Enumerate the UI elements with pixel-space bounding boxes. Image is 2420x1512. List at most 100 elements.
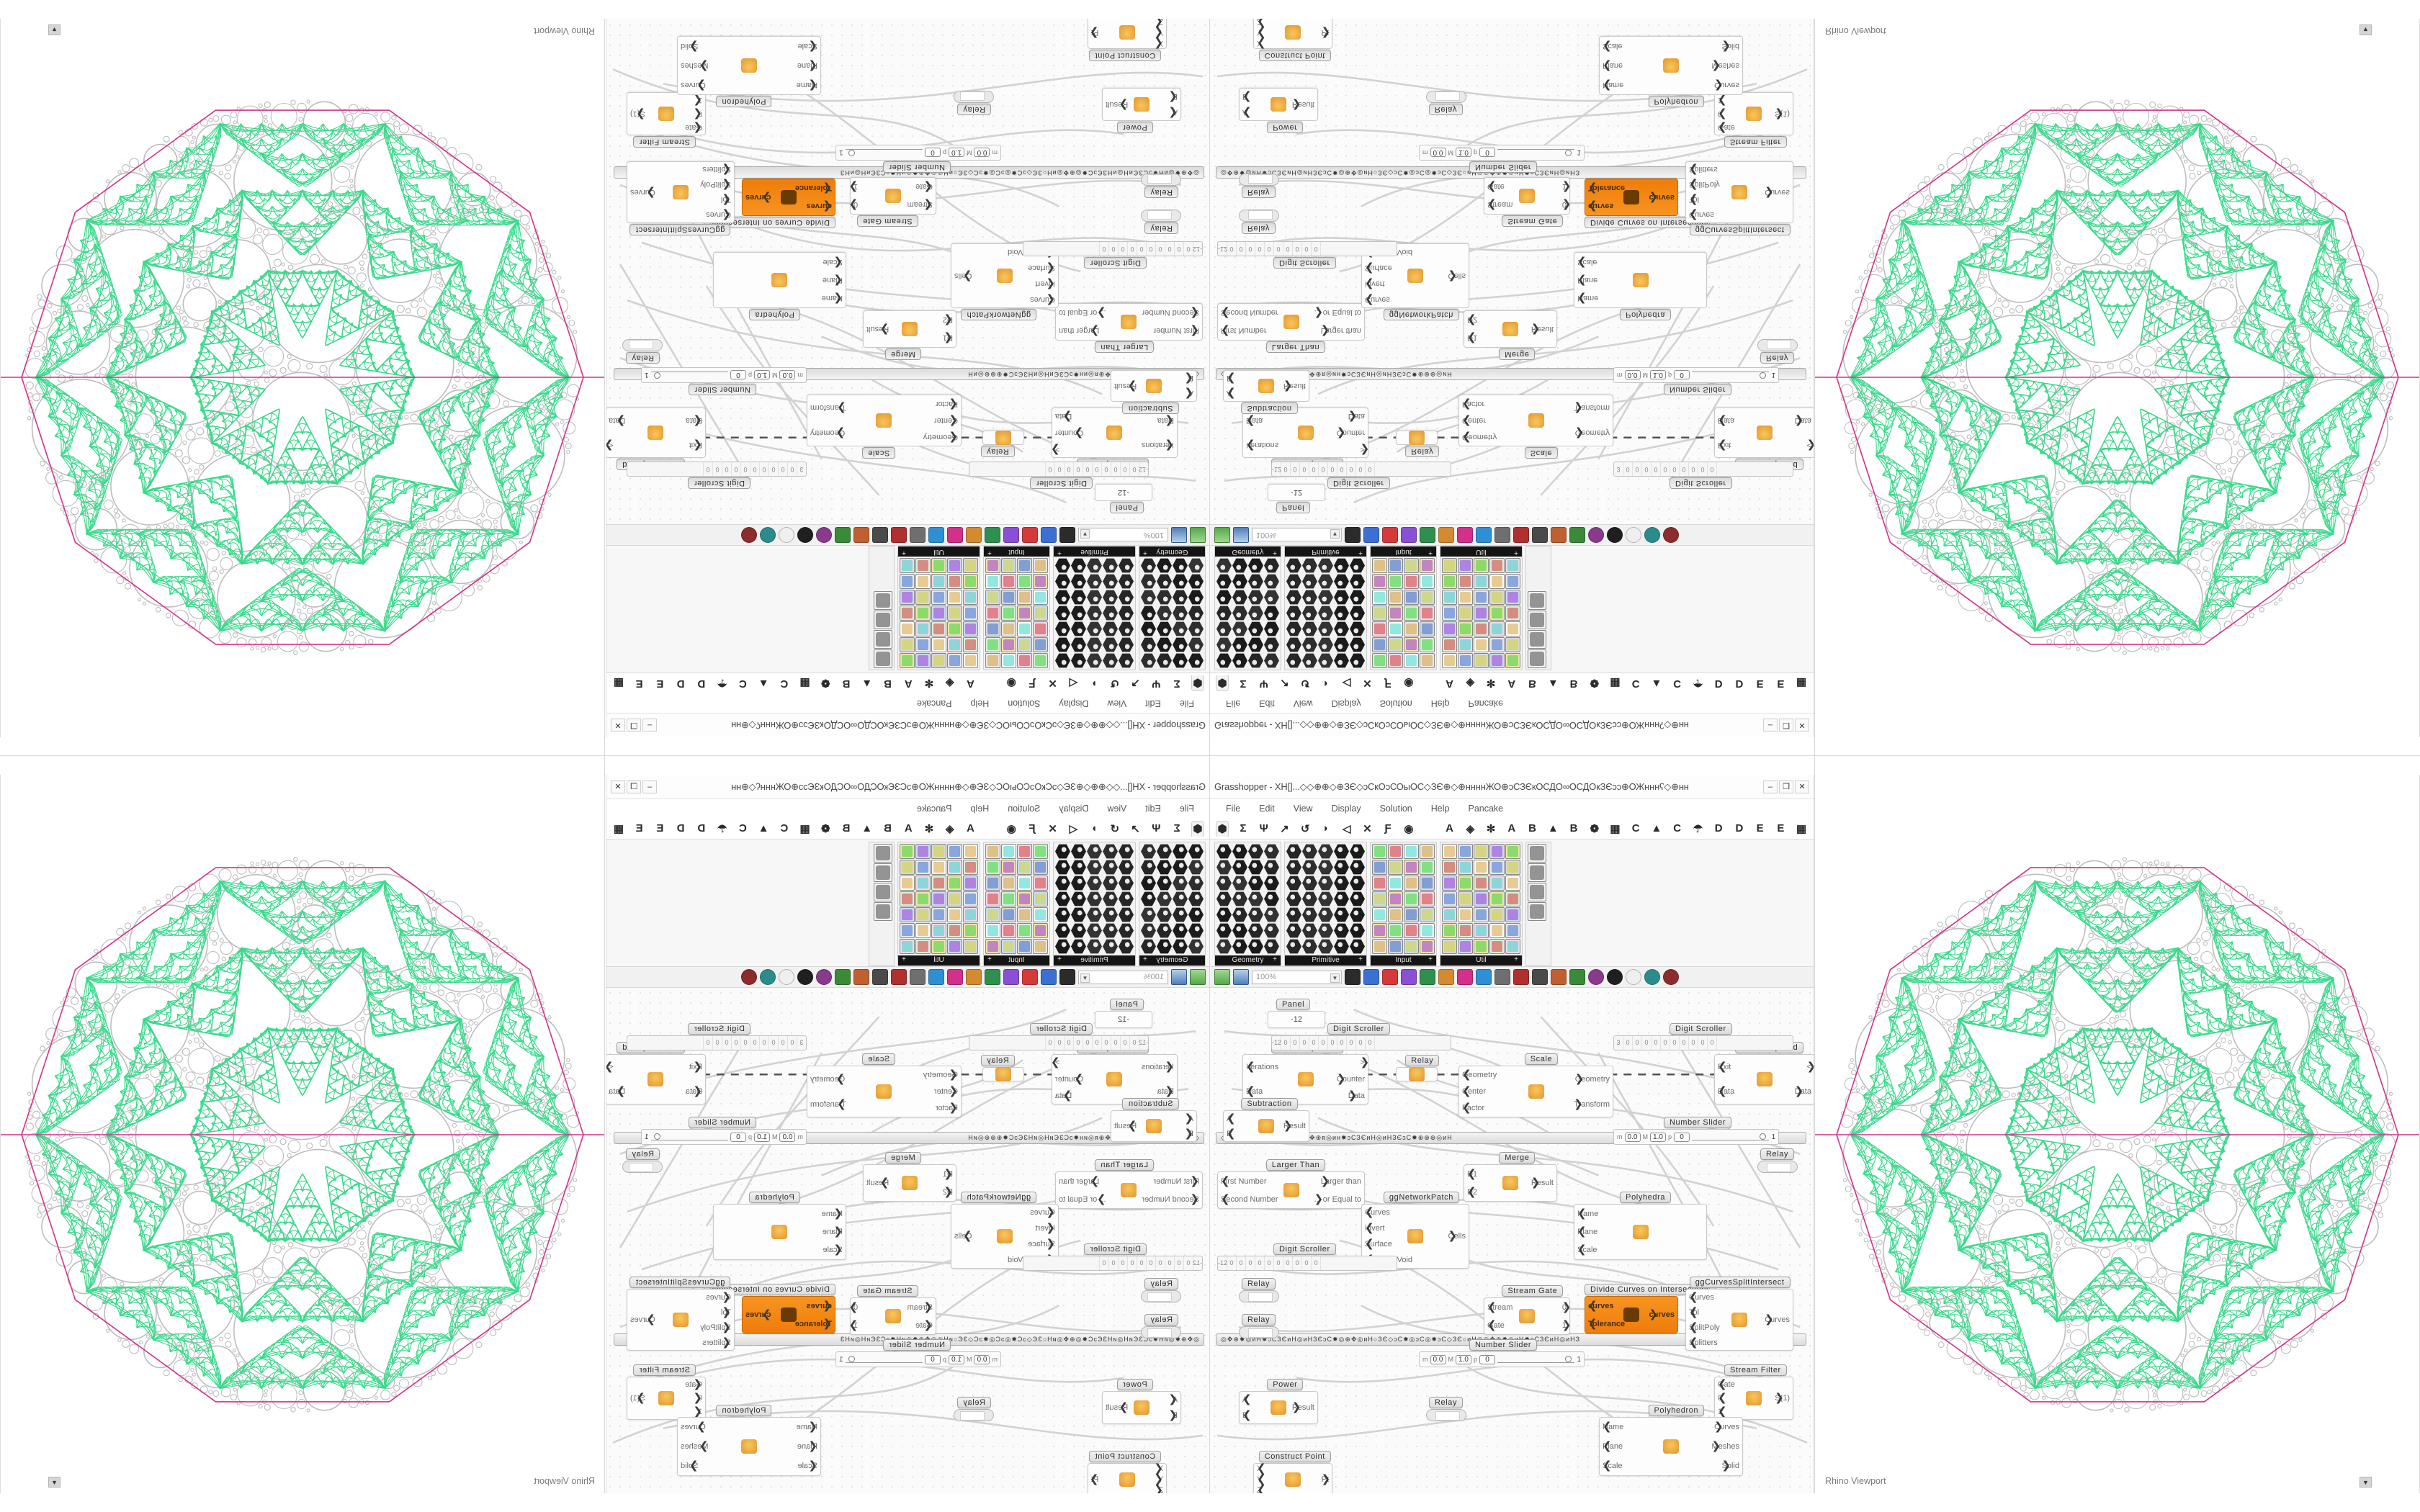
palette-item[interactable] (1286, 574, 1301, 589)
close-button[interactable]: ✕ (611, 719, 625, 732)
ribbon-tab-25[interactable]: E (656, 678, 664, 690)
palette-item[interactable] (1033, 637, 1048, 652)
palette-item[interactable] (1388, 558, 1403, 573)
palette-item[interactable] (1286, 606, 1301, 621)
node-caption[interactable]: Relay (1242, 222, 1276, 234)
port-nub-icon[interactable]: ❮ (1221, 307, 1230, 320)
ribbon-tab-8[interactable]: Ƒ (1384, 678, 1392, 690)
palette-item[interactable] (1372, 590, 1387, 605)
menu-item-pancake[interactable]: Pancake (1468, 698, 1504, 708)
palette-item[interactable] (1420, 621, 1435, 636)
paint-teal-icon[interactable] (1607, 527, 1623, 543)
port-nub-icon[interactable]: ❯ (1561, 181, 1572, 194)
port-nub-icon[interactable]: ❮ (1165, 415, 1174, 428)
port-nub-icon[interactable]: ❯ (1775, 108, 1784, 121)
digit-cell[interactable]: 0 (1111, 462, 1120, 476)
digit-cell[interactable]: 0 (1328, 462, 1337, 476)
palette-item[interactable] (985, 637, 1000, 652)
palette-item[interactable] (1302, 558, 1317, 573)
chevron-down-icon[interactable]: ▼ (1330, 529, 1340, 539)
palette-item[interactable] (1420, 606, 1435, 621)
number-slider[interactable]: m 0.0 M 1.0 p 0 1 (641, 367, 807, 383)
palette-item[interactable] (1474, 621, 1489, 636)
node-caption[interactable]: Scale (861, 447, 896, 459)
port-nub-icon[interactable]: ❮ (1154, 19, 1163, 30)
digit-cell[interactable]: 0 (1237, 242, 1246, 256)
slider-min-value[interactable]: 0.0 (779, 370, 796, 380)
palette-item[interactable] (915, 606, 931, 621)
palette-item[interactable] (1318, 558, 1333, 573)
digit-cell[interactable]: 3 (797, 462, 806, 476)
palette-item[interactable] (1232, 606, 1247, 621)
open-file-icon[interactable] (1190, 527, 1206, 543)
port-nub-icon[interactable]: ❮ (1718, 415, 1727, 428)
slider-precision-value[interactable]: 0 (730, 370, 746, 380)
port-nub-icon[interactable]: ❮ (1689, 163, 1698, 177)
port-nub-icon[interactable]: ❮ (1603, 78, 1612, 92)
port-nub-icon[interactable]: ❯ (835, 427, 846, 441)
palette-item[interactable] (1442, 606, 1457, 621)
palette-item[interactable] (1286, 653, 1301, 668)
menu-item-pancake[interactable]: Pancake (916, 698, 952, 708)
port-nub-icon[interactable]: ❯ (636, 108, 645, 121)
digit-cell[interactable]: 0 (1227, 242, 1237, 256)
digit-cell[interactable]: 0 (1183, 242, 1193, 256)
palette-item[interactable] (1157, 574, 1172, 589)
port-nub-icon[interactable]: ❮ (808, 78, 817, 92)
slider-precision-value[interactable]: 0 (924, 148, 941, 158)
port-nub-icon[interactable]: ❯ (689, 40, 699, 54)
subtraction-node[interactable]: ❮ A ❮ B Result ❯ (1223, 370, 1309, 402)
scale-node[interactable]: ❮ Geometry ❮ Center ❮ Factor Geometry ❯ Transfor… (1458, 395, 1613, 446)
port-nub-icon[interactable]: ❯ (1649, 192, 1659, 204)
larger-than[interactable]: ❮ First Number ❮ Second Number Larger than ❯.… (1055, 303, 1203, 341)
port-nub-icon[interactable]: ❯ (1721, 40, 1731, 54)
palette-item[interactable] (1334, 590, 1349, 605)
palette-item[interactable] (1055, 590, 1070, 605)
fast-loop-end[interactable]: ❮Exit❮Data<❯Data❯ (606, 408, 706, 458)
node-caption[interactable]: ggNetworkPatch (961, 309, 1037, 320)
subtraction-node[interactable]: ❮ A ❮ B Result ❯ (1111, 370, 1197, 402)
cluster-icon[interactable] (910, 527, 926, 543)
palette-item[interactable] (1216, 606, 1232, 621)
ribbon-tab-20[interactable]: ▲ (758, 678, 769, 690)
port-nub-icon[interactable]: ❮ (1689, 179, 1698, 192)
ribbon-tab-18[interactable]: ▦ (1610, 677, 1621, 690)
palette-item[interactable] (874, 630, 892, 649)
port-nub-icon[interactable]: ❯ (1074, 427, 1084, 441)
port-nub-icon[interactable]: ❮ (1046, 278, 1055, 291)
port-nub-icon[interactable]: ❮ (833, 274, 843, 288)
port-nub-icon[interactable]: ❯ (848, 199, 859, 212)
ribbon-tab-25[interactable]: E (1756, 678, 1764, 690)
node-caption[interactable]: Construct Point (1089, 50, 1162, 61)
palette-item[interactable] (1442, 621, 1457, 636)
palette-item[interactable] (1474, 574, 1489, 589)
ribbon-tab-15[interactable]: ▲ (1547, 678, 1559, 690)
node-caption[interactable]: Relay (956, 104, 991, 115)
digit-scroller-1[interactable]: -12 0 0 0 0 0 0 0 0 0 0 (1271, 462, 1451, 477)
palette-item[interactable] (1388, 590, 1403, 605)
palette-item[interactable] (1017, 637, 1032, 652)
palette-item[interactable] (1248, 637, 1263, 652)
palette-item[interactable] (1489, 653, 1505, 668)
palette-item[interactable] (947, 590, 962, 605)
palette-item[interactable] (1087, 653, 1102, 668)
search-icon[interactable] (1476, 527, 1492, 543)
ribbon-tab-27[interactable]: ▦ (613, 677, 624, 690)
palette-group-label[interactable]: Geometry (1139, 546, 1205, 557)
digit-cell[interactable]: 0 (731, 462, 740, 476)
paint-green-icon[interactable] (779, 527, 794, 543)
palette-item[interactable] (1458, 637, 1473, 652)
node-caption[interactable]: Digit Scroller (1084, 257, 1147, 269)
node-caption[interactable]: Relay (625, 352, 660, 364)
palette-item[interactable] (1264, 621, 1279, 636)
palette-item[interactable] (1071, 590, 1086, 605)
palette-item[interactable] (1404, 590, 1419, 605)
digit-cell[interactable]: 0 (1054, 462, 1064, 476)
ribbon-tab-12[interactable]: ✻ (1486, 677, 1496, 690)
stream-gate[interactable]: ❮ Stream ❮ Gate 0 ❯ 1 ❯ (848, 177, 936, 215)
digit-scroller-1[interactable]: -12 0 0 0 0 0 0 0 0 0 0 (969, 462, 1149, 477)
digit-cell[interactable]: 0 (703, 462, 712, 476)
port-nub-icon[interactable]: ❮ (949, 415, 958, 428)
palette-item[interactable] (963, 590, 978, 605)
stream-filter[interactable]: ❮ Gate ❮ 0 ❮ 1 S(1) ❯ (627, 92, 706, 135)
